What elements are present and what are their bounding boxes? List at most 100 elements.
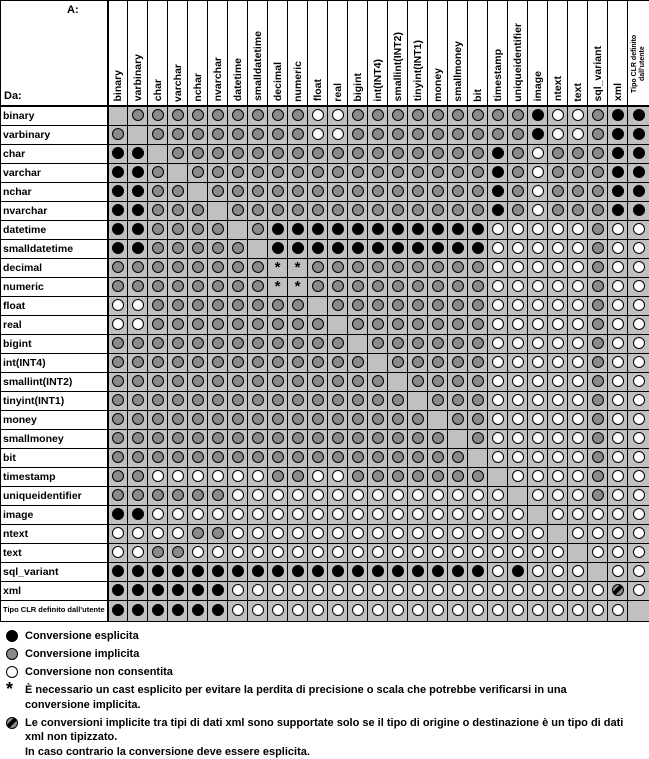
matrix-cell <box>348 581 368 600</box>
matrix-cell <box>468 201 488 220</box>
implicit-conversion-icon <box>572 166 584 178</box>
explicit-conversion-icon <box>372 565 384 577</box>
implicit-conversion-icon <box>252 204 264 216</box>
matrix-cell <box>628 543 649 562</box>
matrix-cell <box>268 524 288 543</box>
matrix-cell <box>408 524 428 543</box>
matrix-cell <box>548 524 568 543</box>
matrix-cell <box>148 524 168 543</box>
matrix-cell <box>588 258 608 277</box>
implicit-conversion-icon <box>112 470 124 482</box>
matrix-cell <box>468 429 488 448</box>
matrix-cell <box>628 201 649 220</box>
implicit-conversion-icon <box>432 166 444 178</box>
implicit-conversion-icon <box>252 394 264 406</box>
matrix-row: money <box>1 410 649 429</box>
matrix-cell <box>248 467 268 486</box>
matrix-cell <box>168 106 188 126</box>
row-label-smallmoney: smallmoney <box>1 429 108 448</box>
implicit-conversion-icon <box>192 223 204 235</box>
implicit-conversion-icon <box>152 128 164 140</box>
implicit-conversion-icon <box>592 489 604 501</box>
matrix-cell <box>608 163 628 182</box>
matrix-cell <box>508 220 528 239</box>
matrix-cell <box>588 315 608 334</box>
implicit-conversion-icon <box>192 394 204 406</box>
matrix-cell <box>508 163 528 182</box>
row-label-sql-variant: sql_variant <box>1 562 108 581</box>
column-header-label: numeric <box>292 61 304 102</box>
not-allowed-icon <box>612 604 624 616</box>
implicit-conversion-icon <box>472 128 484 140</box>
implicit-conversion-icon <box>372 451 384 463</box>
implicit-conversion-icon <box>152 261 164 273</box>
matrix-cell <box>288 125 308 144</box>
matrix-cell <box>108 353 128 372</box>
explicit-conversion-icon <box>172 565 184 577</box>
matrix-cell <box>348 315 368 334</box>
matrix-cell <box>628 277 649 296</box>
matrix-cell <box>468 448 488 467</box>
matrix-cell <box>428 467 448 486</box>
matrix-cell <box>388 277 408 296</box>
implicit-conversion-icon <box>212 489 224 501</box>
implicit-conversion-icon <box>252 223 264 235</box>
matrix-cell <box>128 144 148 163</box>
implicit-conversion-icon <box>372 394 384 406</box>
implicit-conversion-icon <box>152 394 164 406</box>
column-header-label: decimal <box>272 62 284 101</box>
matrix-cell <box>448 353 468 372</box>
explicit-conversion-icon <box>132 242 144 254</box>
matrix-cell <box>488 182 508 201</box>
matrix-cell <box>348 467 368 486</box>
matrix-cell <box>388 524 408 543</box>
implicit-conversion-icon <box>292 413 304 425</box>
matrix-cell <box>188 581 208 600</box>
matrix-cell <box>128 467 148 486</box>
not-allowed-icon <box>552 413 564 425</box>
matrix-cell <box>108 125 128 144</box>
matrix-cell <box>528 334 548 353</box>
implicit-conversion-icon <box>452 166 464 178</box>
matrix-cell <box>448 391 468 410</box>
matrix-cell <box>308 600 328 621</box>
matrix-cell <box>168 429 188 448</box>
matrix-cell <box>468 315 488 334</box>
matrix-cell <box>628 239 649 258</box>
matrix-cell <box>288 353 308 372</box>
matrix-cell <box>328 334 348 353</box>
matrix-cell <box>548 277 568 296</box>
not-allowed-icon <box>512 584 524 596</box>
explicit-conversion-icon <box>392 565 404 577</box>
matrix-cell <box>468 163 488 182</box>
not-allowed-icon <box>592 604 604 616</box>
matrix-cell <box>268 353 288 372</box>
implicit-conversion-icon <box>412 147 424 159</box>
explicit-conversion-icon <box>112 147 124 159</box>
matrix-cell <box>168 505 188 524</box>
not-allowed-icon <box>633 451 645 463</box>
matrix-row: timestamp <box>1 467 649 486</box>
matrix-cell <box>248 239 268 258</box>
not-allowed-icon <box>372 527 384 539</box>
matrix-cell <box>588 106 608 126</box>
column-header-label: bit <box>472 89 484 102</box>
not-allowed-icon <box>552 584 564 596</box>
implicit-conversion-icon <box>512 185 524 197</box>
explicit-conversion-icon <box>272 242 284 254</box>
not-allowed-icon <box>492 451 504 463</box>
implicit-conversion-icon <box>552 166 564 178</box>
implicit-conversion-icon <box>392 337 404 349</box>
matrix-cell <box>288 372 308 391</box>
implicit-conversion-icon <box>192 147 204 159</box>
not-allowed-icon <box>592 508 604 520</box>
explicit-conversion-icon <box>132 604 144 616</box>
implicit-conversion-icon <box>352 185 364 197</box>
matrix-cell <box>388 182 408 201</box>
legend-item: *È necessario un cast esplicito per evit… <box>6 683 646 712</box>
matrix-cell <box>548 182 568 201</box>
not-allowed-icon <box>172 508 184 520</box>
matrix-cell <box>128 334 148 353</box>
matrix-cell <box>508 258 528 277</box>
matrix-cell <box>528 524 548 543</box>
